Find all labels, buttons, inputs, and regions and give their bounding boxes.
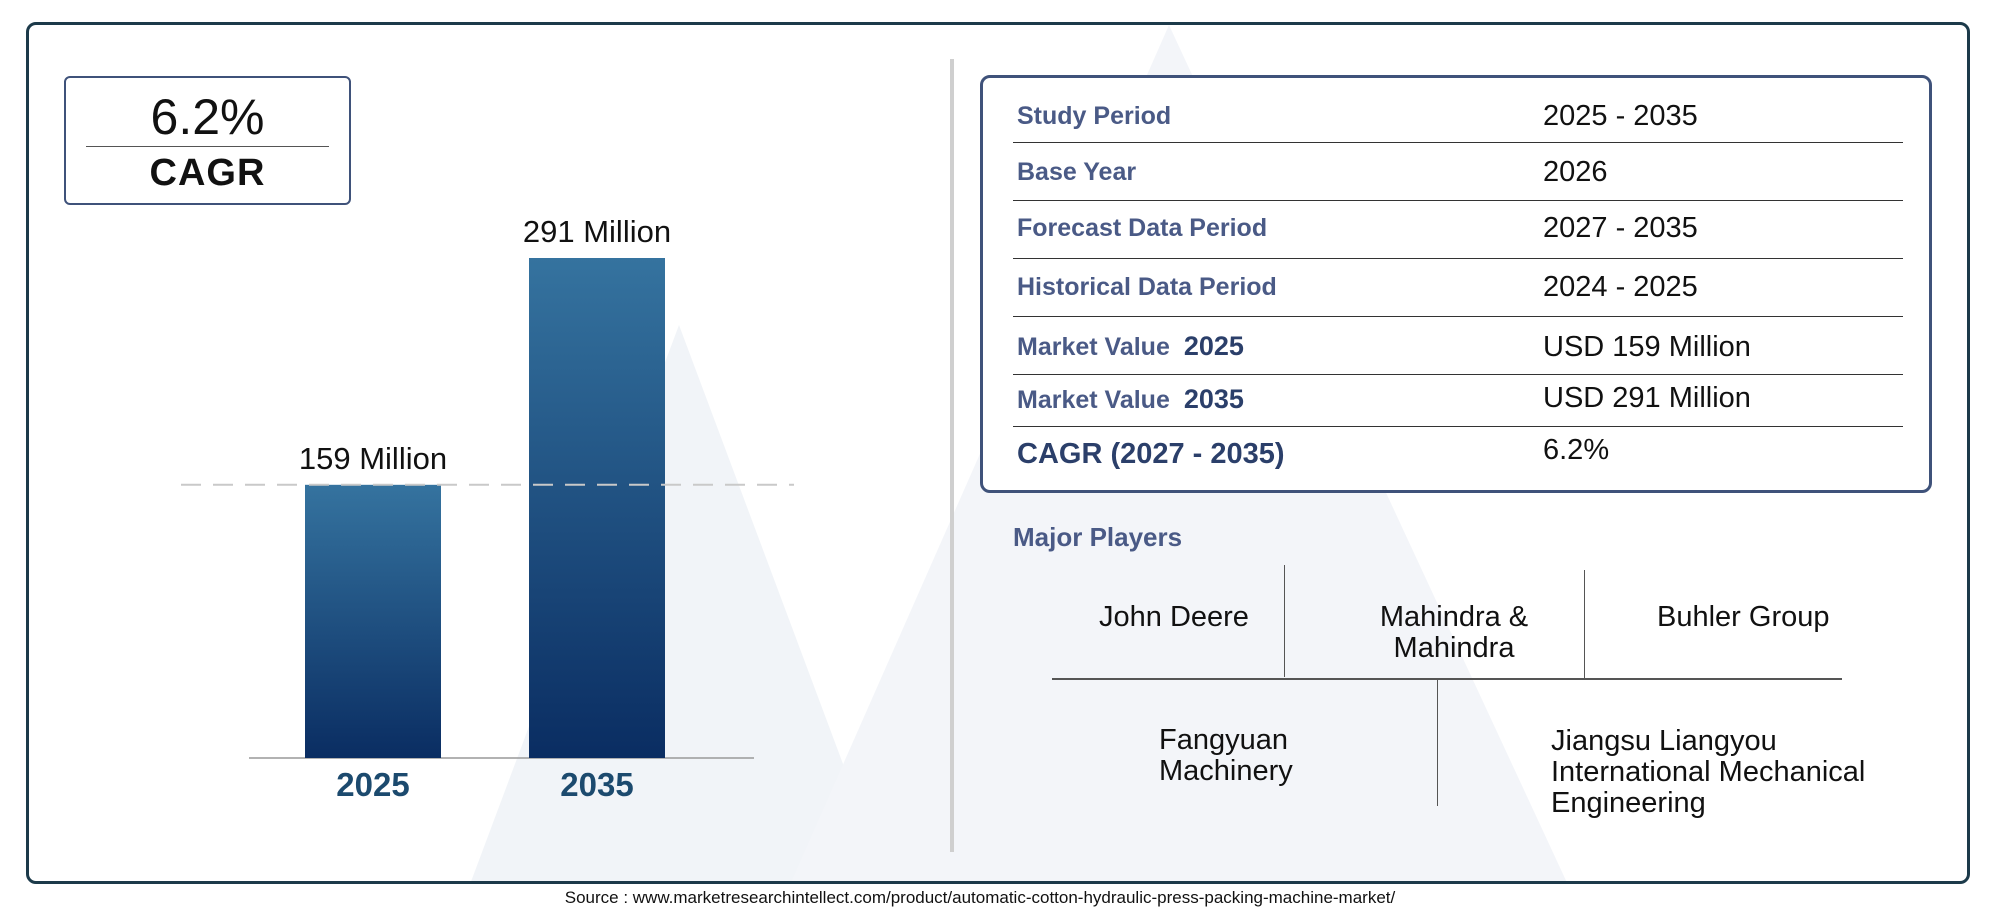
row-value: 2026 [1543, 156, 1608, 188]
info-table: Study Period 2025 - 2035 Base Year 2026 … [980, 75, 1932, 493]
row-label: Base Year [1017, 158, 1137, 186]
table-row: Historical Data Period 2024 - 2025 [1013, 258, 1903, 317]
row-label: CAGR (2027 - 2035) [1017, 438, 1285, 470]
x-tick-label: 2035 [560, 766, 633, 803]
bar-value-label: 291 Million [523, 214, 671, 249]
bar [305, 484, 441, 758]
cagr-label: CAGR [149, 152, 266, 194]
row-value: USD 291 Million [1543, 382, 1751, 414]
table-row: Market Value 2025 USD 159 Million [1013, 316, 1903, 375]
row-label: Study Period [1017, 102, 1172, 130]
player-name: Mahindra & Mahindra [1379, 601, 1529, 664]
cagr-divider [86, 146, 329, 147]
row-label: Market Value 2035 [1017, 384, 1244, 415]
infographic-frame: 6.2% CAGR 159 Million 2025 291 Million 2035… [26, 22, 1970, 884]
row-label: Forecast Data Period [1017, 214, 1268, 242]
row-label-text: Market Value [1017, 386, 1170, 414]
players-divider [1437, 680, 1438, 806]
x-tick-label: 2025 [336, 766, 409, 803]
player-name: Jiangsu Liangyou International Mechanica… [1551, 725, 1866, 819]
row-label-text: Market Value [1017, 333, 1170, 361]
cagr-value: 6.2% [150, 89, 265, 145]
table-row: Study Period 2025 - 2035 [1013, 88, 1903, 143]
row-value: 6.2% [1543, 434, 1610, 466]
row-label: Market Value 2025 [1017, 331, 1244, 362]
row-value: 2025 - 2035 [1543, 100, 1698, 132]
bar-chart: 159 Million 2025 291 Million 2035 [181, 214, 794, 803]
players-divider [1284, 565, 1285, 677]
player-name: Buhler Group [1657, 601, 1830, 633]
player-name: Fangyuan Machinery [1159, 724, 1293, 787]
bar [529, 258, 665, 758]
table-row: Forecast Data Period 2027 - 2035 [1013, 200, 1903, 259]
players-divider [1584, 570, 1585, 678]
row-label-year: 2025 [1183, 331, 1244, 361]
table-row: Market Value 2035 USD 291 Million [1013, 374, 1903, 427]
table-row: CAGR (2027 - 2035) 6.2% [1013, 426, 1903, 486]
players-divider [1052, 678, 1842, 680]
cagr-box: 6.2% CAGR [64, 76, 351, 205]
source-text: Source : www.marketresearchintellect.com… [564, 888, 1396, 907]
major-players-title: Major Players [1013, 522, 1183, 552]
row-value: USD 159 Million [1543, 331, 1751, 363]
row-value: 2024 - 2025 [1543, 271, 1698, 303]
row-value: 2027 - 2035 [1543, 212, 1698, 244]
vertical-divider [950, 59, 954, 852]
bar-value-label: 159 Million [299, 441, 447, 476]
row-label: Historical Data Period [1017, 273, 1277, 301]
row-label-year: 2035 [1183, 384, 1244, 414]
player-name: John Deere [1099, 601, 1249, 633]
table-row: Base Year 2026 [1013, 142, 1903, 201]
